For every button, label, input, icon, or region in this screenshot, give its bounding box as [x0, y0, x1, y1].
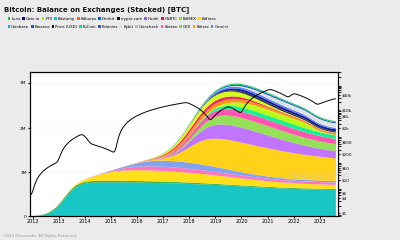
- Text: Bitcoin: Balance on Exchanges (Stacked) [BTC]: Bitcoin: Balance on Exchanges (Stacked) …: [4, 6, 189, 13]
- Text: 2023 Glassnode. All Rights Reserved.: 2023 Glassnode. All Rights Reserved.: [4, 234, 77, 238]
- Text: glassnode: glassnode: [288, 170, 351, 183]
- Legend: Luno, Gate.io, FTX, Bitstamp, Bitburex, Deribit, crypto.com, Huobi, HitBTC, BitM: Luno, Gate.io, FTX, Bitstamp, Bitburex, …: [6, 15, 218, 22]
- Legend: Coinbase, Binance, Price (USD), KuCoin, Poloniex, Bybit, Coincheck, Kraken, OKX,: Coinbase, Binance, Price (USD), KuCoin, …: [6, 24, 230, 31]
